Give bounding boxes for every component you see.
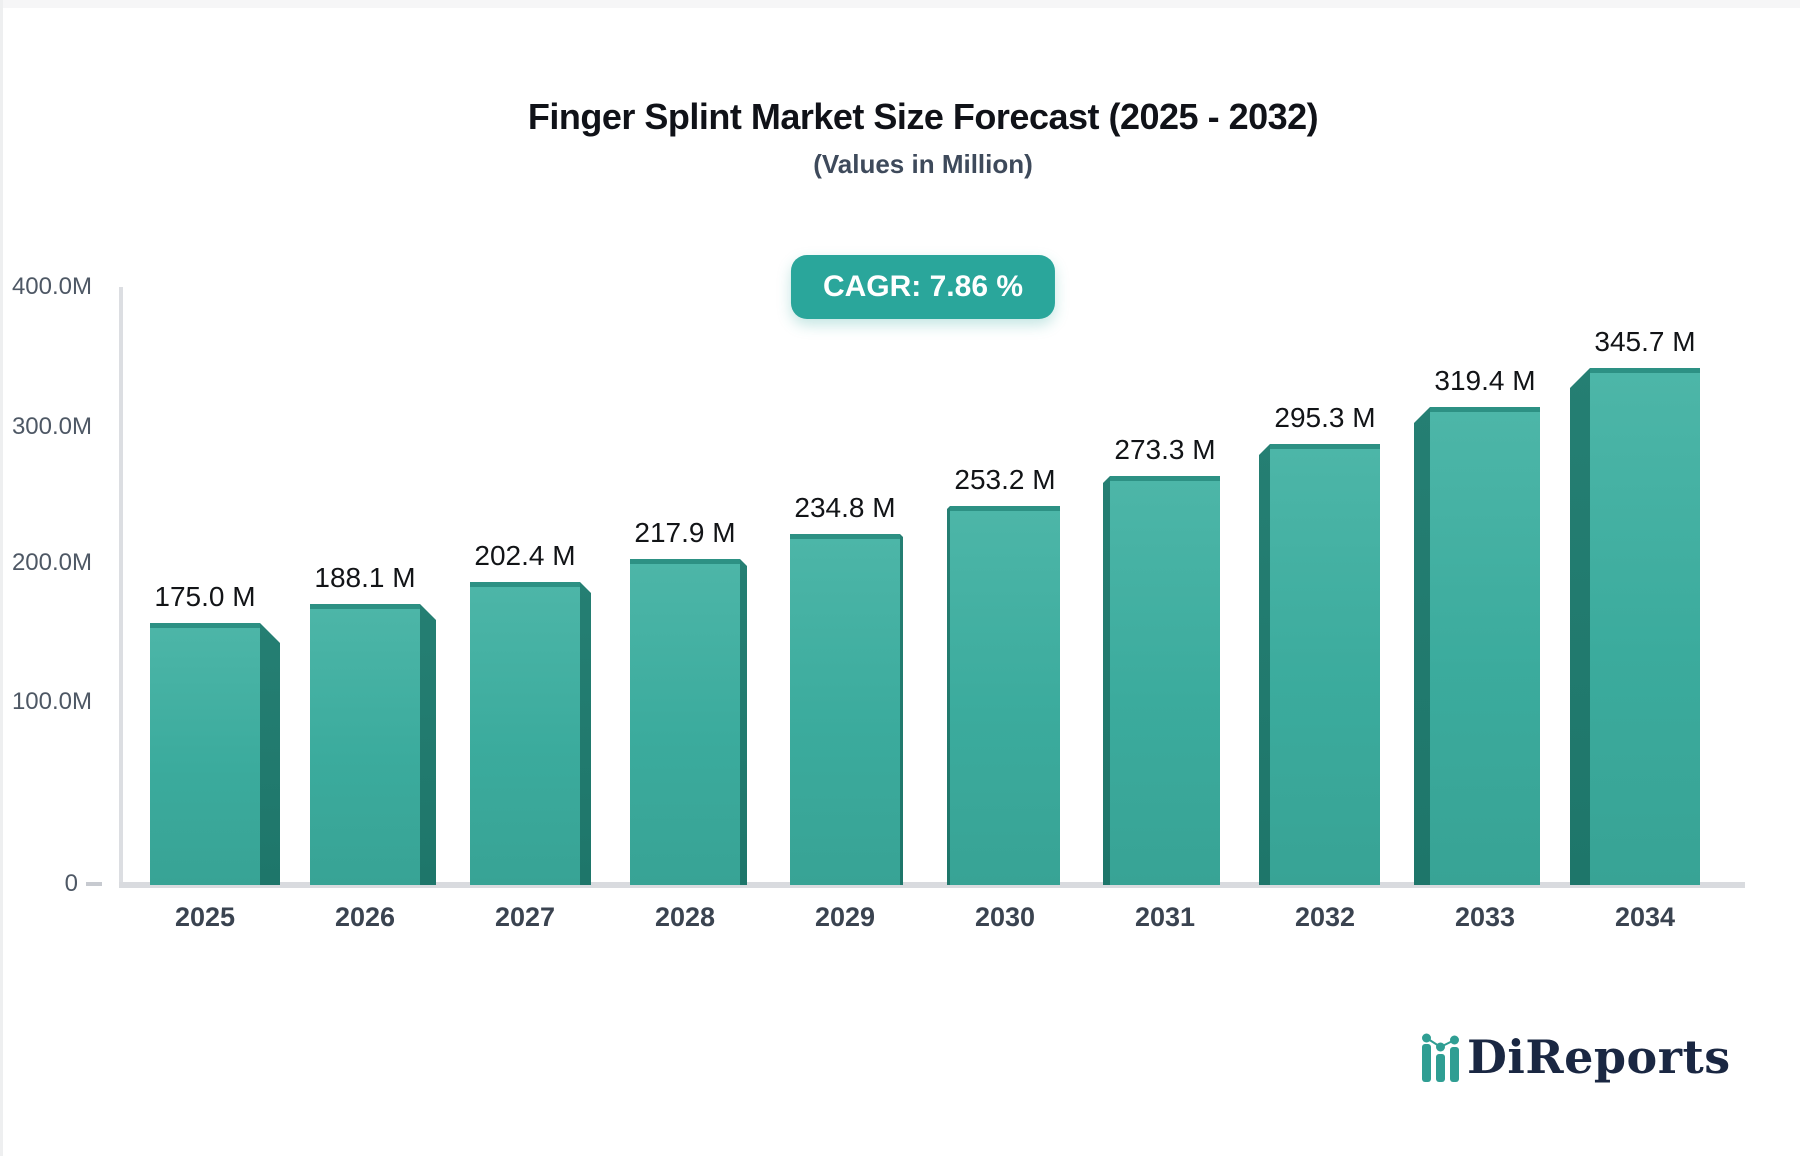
bar-value-label: 217.9 M	[634, 517, 736, 548]
bar-top-face	[1590, 368, 1700, 373]
x-tick-label: 2026	[334, 902, 396, 932]
brand-watermark: DiReports	[1422, 1032, 1731, 1082]
x-tick-label: 2029	[814, 902, 876, 932]
bar-2027	[470, 582, 591, 885]
bar-2031	[1103, 476, 1220, 885]
bar-value-label: 345.7 M	[1594, 326, 1696, 357]
bar-2025	[150, 623, 280, 885]
bar-2026	[310, 604, 436, 885]
bar-side-face	[1570, 368, 1590, 885]
bar-2033	[1414, 407, 1540, 885]
bar-2028	[630, 559, 747, 885]
bar-top-face	[470, 582, 580, 587]
y-axis-line	[119, 287, 123, 887]
y-tick-label-zero: 0	[64, 870, 78, 897]
bar-value-label: 175.0 M	[154, 581, 256, 612]
x-tick-label: 2027	[494, 902, 556, 932]
y-tick-label: 200.0M	[11, 549, 92, 576]
y-tick-label: 100.0M	[11, 688, 92, 715]
bar-value-label: 253.2 M	[954, 464, 1056, 495]
bar-front-face	[950, 506, 1060, 885]
x-tick-label: 2032	[1294, 902, 1356, 932]
bar-top-face	[1110, 476, 1220, 481]
bar-2030	[947, 506, 1060, 885]
bar-side-face	[1414, 407, 1430, 885]
bar-top-face	[950, 506, 1060, 511]
bar-side-face	[420, 604, 436, 885]
bar-top-face	[150, 623, 260, 628]
y-tick-label: 400.0M	[11, 273, 92, 300]
x-tick-label: 2025	[174, 902, 236, 932]
bar-value-label: 202.4 M	[474, 540, 576, 571]
bar-value-label: 319.4 M	[1434, 365, 1536, 396]
bar-front-face	[470, 582, 580, 885]
bar-side-face	[947, 506, 950, 885]
bar-front-face	[1110, 476, 1220, 885]
bar-side-face	[740, 559, 747, 885]
frame-left-edge	[0, 0, 3, 1156]
bar-2029	[790, 534, 903, 885]
bar-value-label: 273.3 M	[1114, 434, 1216, 465]
bar-chart-logo-icon	[1422, 1033, 1459, 1082]
bar-2034	[1570, 368, 1700, 885]
bar-2032	[1259, 444, 1380, 885]
x-tick-label: 2031	[1134, 902, 1196, 932]
x-tick-label: 2034	[1614, 902, 1676, 932]
bar-front-face	[310, 604, 420, 885]
bar-side-face	[580, 582, 591, 885]
bar-top-face	[790, 534, 900, 539]
x-tick-label: 2028	[654, 902, 716, 932]
bar-value-label: 234.8 M	[794, 492, 896, 523]
bar-top-face	[1270, 444, 1380, 449]
y-tick-label: 300.0M	[11, 413, 92, 440]
chart-title: Finger Splint Market Size Forecast (2025…	[527, 96, 1319, 137]
bar-value-label: 188.1 M	[314, 562, 416, 593]
bar-front-face	[1590, 368, 1700, 885]
frame-top-edge	[0, 0, 1800, 8]
bar-top-face	[310, 604, 420, 609]
bar-side-face	[1259, 444, 1270, 885]
bar-front-face	[790, 534, 900, 885]
zero-tick-mark	[86, 882, 102, 886]
chart-subtitle: (Values in Million)	[813, 149, 1033, 179]
x-tick-label: 2033	[1454, 902, 1516, 932]
bar-side-face	[900, 534, 903, 885]
bar-front-face	[1430, 407, 1540, 885]
bar-front-face	[630, 559, 740, 885]
bar-top-face	[1430, 407, 1540, 412]
bar-front-face	[150, 623, 260, 885]
brand-name: DiReports	[1467, 1030, 1731, 1084]
bar-side-face	[260, 623, 280, 885]
bar-front-face	[1270, 444, 1380, 885]
cagr-badge: CAGR: 7.86 %	[790, 255, 1056, 319]
bar-side-face	[1103, 476, 1110, 885]
x-axis-line	[119, 882, 1745, 888]
x-tick-label: 2030	[974, 902, 1036, 932]
bar-top-face	[630, 559, 740, 564]
bar-value-label: 295.3 M	[1274, 402, 1376, 433]
